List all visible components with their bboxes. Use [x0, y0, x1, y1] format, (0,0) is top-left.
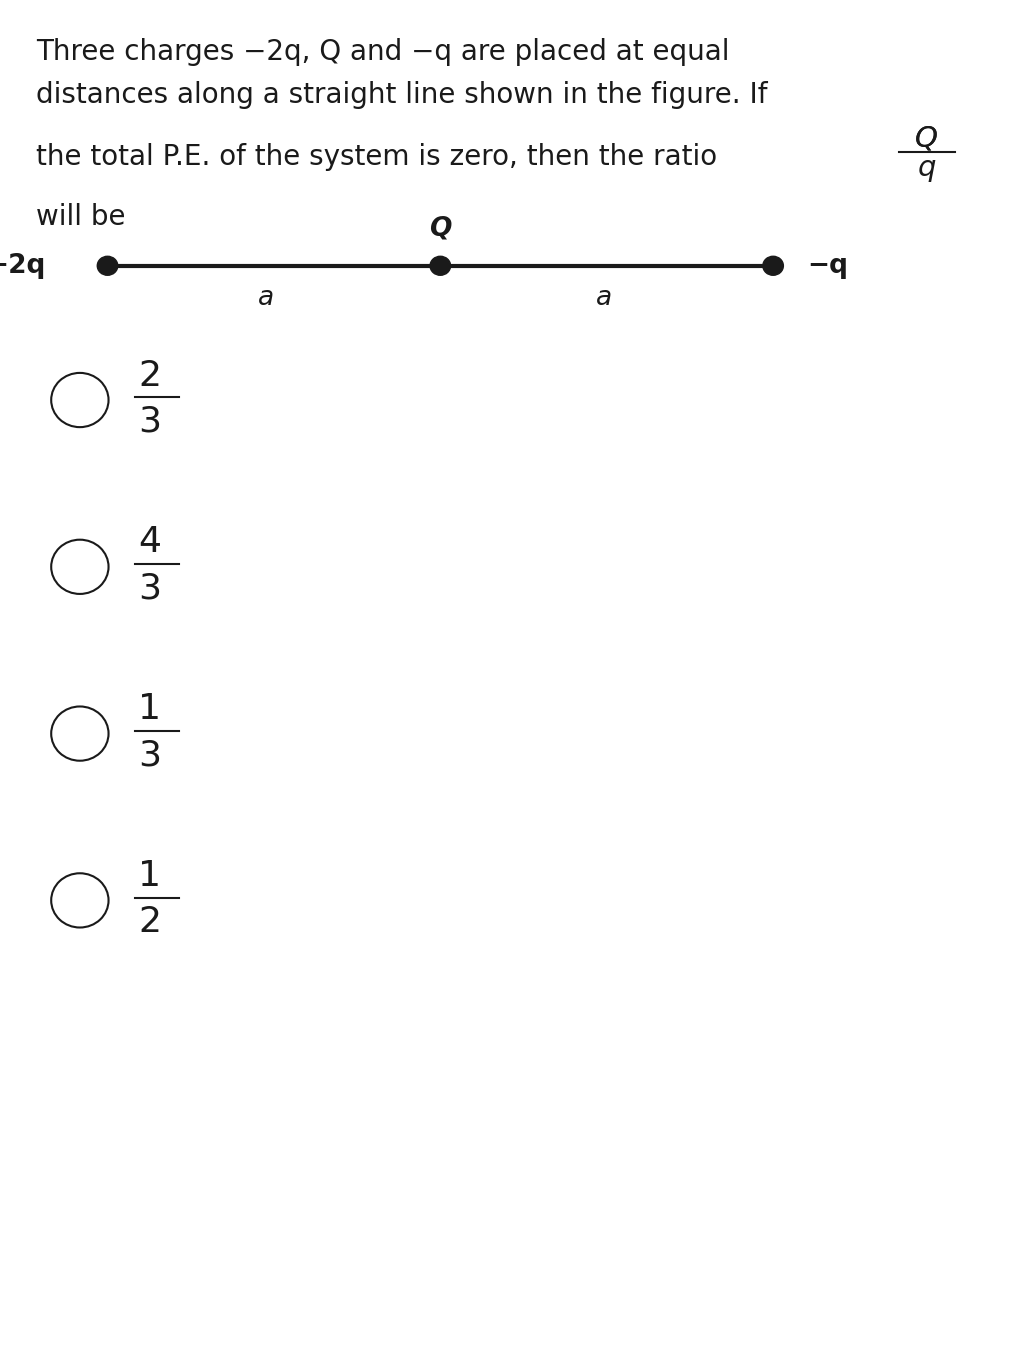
Text: 1: 1 — [138, 692, 161, 727]
Ellipse shape — [763, 256, 783, 275]
Text: the total P.E. of the system is zero, then the ratio: the total P.E. of the system is zero, th… — [36, 144, 717, 171]
Text: q: q — [918, 155, 936, 182]
Text: will be: will be — [36, 203, 125, 231]
Text: 1: 1 — [138, 858, 161, 894]
Text: Q: Q — [915, 125, 938, 152]
Text: −q: −q — [807, 252, 848, 279]
Text: 3: 3 — [138, 571, 161, 606]
Text: 4: 4 — [138, 525, 161, 560]
Text: −2q: −2q — [0, 252, 46, 279]
Text: 3: 3 — [138, 738, 161, 773]
Ellipse shape — [97, 256, 118, 275]
Text: distances along a straight line shown in the figure. If: distances along a straight line shown in… — [36, 81, 767, 108]
Text: a: a — [258, 285, 274, 311]
Text: 3: 3 — [138, 404, 161, 439]
Text: 2: 2 — [138, 904, 161, 940]
Text: 2: 2 — [138, 358, 161, 393]
Text: Three charges −2q, Q and −q are placed at equal: Three charges −2q, Q and −q are placed a… — [36, 38, 729, 65]
Text: Q: Q — [429, 216, 452, 241]
Ellipse shape — [430, 256, 451, 275]
Text: Q: Q — [915, 125, 938, 152]
Text: a: a — [596, 285, 612, 311]
